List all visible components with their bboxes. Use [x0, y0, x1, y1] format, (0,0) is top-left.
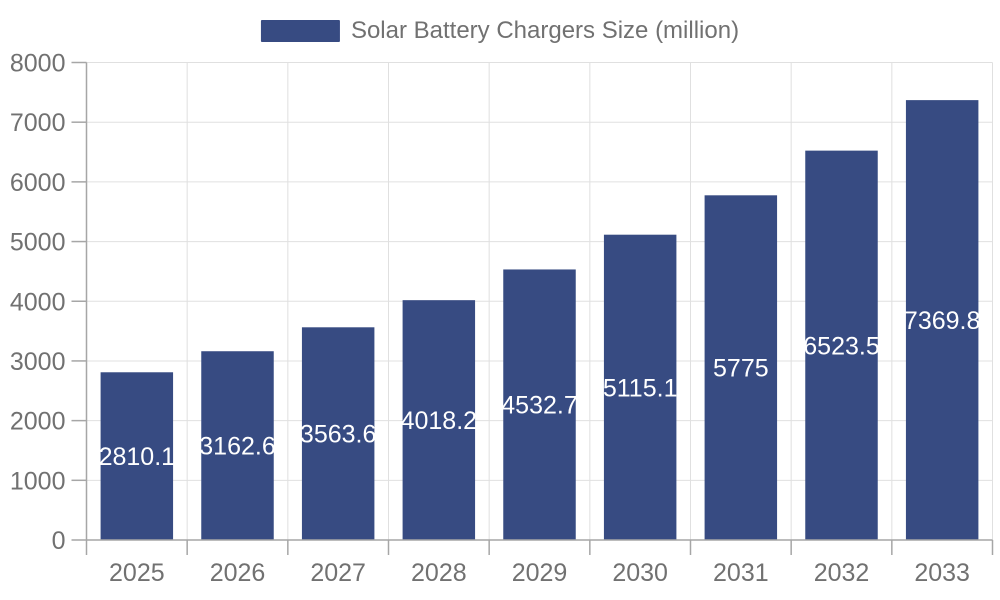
bar-value-label-2027: 3563.6 — [300, 421, 376, 449]
bar-2031[interactable] — [704, 195, 778, 540]
y-tick-label-3000: 3000 — [10, 348, 66, 376]
y-tick-label-7000: 7000 — [10, 109, 66, 137]
x-tick-label-2027: 2027 — [310, 559, 366, 587]
x-tick-label-2031: 2031 — [713, 559, 769, 587]
x-tick-label-2028: 2028 — [411, 559, 467, 587]
y-tick-label-4000: 4000 — [10, 288, 66, 316]
x-tick-label-2029: 2029 — [512, 559, 568, 587]
y-tick-label-0: 0 — [52, 527, 66, 555]
bar-value-label-2029: 4532.7 — [501, 392, 577, 420]
bar-value-label-2033: 7369.8 — [904, 307, 980, 335]
bar-2029[interactable] — [503, 269, 576, 540]
y-tick-label-6000: 6000 — [10, 169, 66, 197]
x-tick-label-2033: 2033 — [914, 559, 970, 587]
bar-value-label-2026: 3162.6 — [199, 433, 275, 461]
y-tick-label-5000: 5000 — [10, 229, 66, 257]
bar-2032[interactable] — [805, 150, 878, 540]
legend-label: Solar Battery Chargers Size (million) — [350, 17, 740, 44]
bar-2025[interactable] — [100, 372, 174, 540]
legend-item[interactable]: Solar Battery Chargers Size (million) — [260, 17, 740, 44]
bar-value-label-2031: 5775 — [713, 355, 769, 383]
x-tick-label-2030: 2030 — [612, 559, 668, 587]
bar-value-label-2030: 5115.1 — [603, 374, 678, 402]
bar-2028[interactable] — [402, 300, 476, 540]
y-tick-label-1000: 1000 — [10, 467, 66, 495]
bar-value-label-2032: 6523.5 — [803, 332, 879, 360]
bar-value-label-2028: 4018.2 — [401, 407, 477, 435]
bar-2030[interactable] — [603, 234, 677, 540]
y-tick-label-8000: 8000 — [10, 50, 66, 78]
x-tick-label-2026: 2026 — [210, 559, 266, 587]
x-tick-label-2025: 2025 — [109, 559, 165, 587]
bar-value-label-2025: 2810.1 — [99, 443, 175, 471]
bar-2026[interactable] — [201, 351, 274, 540]
bar-2027[interactable] — [301, 327, 375, 540]
y-tick-label-2000: 2000 — [10, 408, 66, 436]
bar-2033[interactable] — [905, 100, 979, 541]
legend-swatch-icon — [260, 20, 340, 42]
x-tick-label-2032: 2032 — [814, 559, 870, 587]
